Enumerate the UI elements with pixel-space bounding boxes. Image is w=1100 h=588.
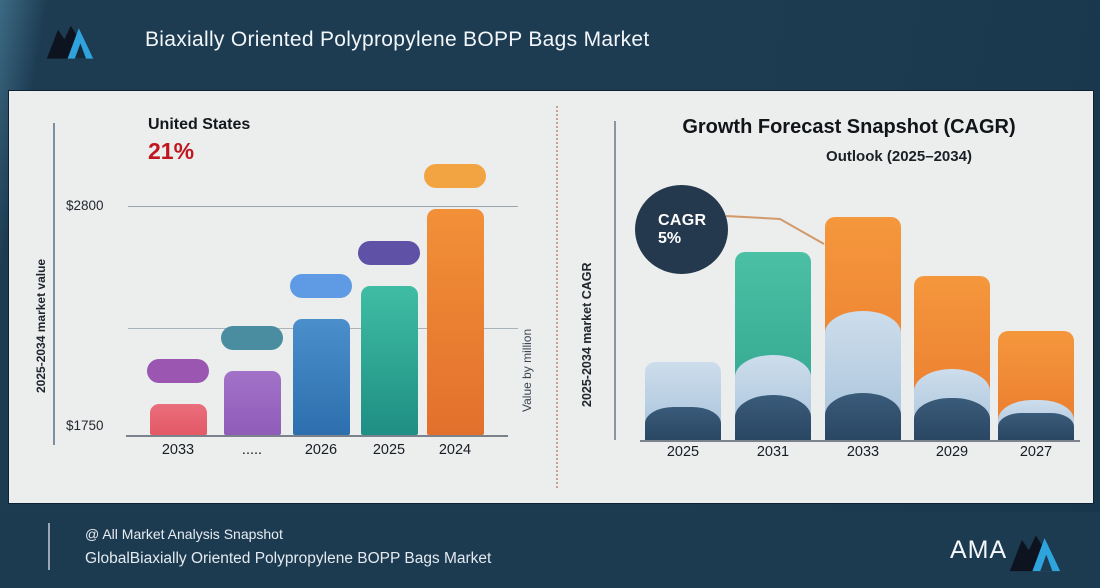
segment-navy [645, 407, 721, 440]
stacked-bar-2033 [825, 217, 901, 440]
segment-navy [998, 413, 1074, 440]
ama-logo-icon [1009, 535, 1061, 572]
right-y-axis-label: 2025-2034 market CAGR [580, 262, 594, 408]
bar-2026 [292, 319, 350, 435]
bar-cap-2024 [424, 164, 486, 188]
y-tick-2800: $2800 [66, 198, 104, 213]
footer-brand-text: AMA [950, 536, 1008, 564]
bar-cap-..... [221, 326, 283, 350]
x-label-2027: 2027 [1019, 444, 1053, 460]
x-label-2024: 2024 [438, 442, 472, 458]
header: Biaxially Oriented Polypropylene BOPP Ba… [0, 0, 1100, 88]
x-label-2033: 2033 [161, 442, 195, 458]
segment-navy [825, 393, 901, 440]
bar-2024 [426, 209, 484, 435]
left-y-axis-line [53, 123, 55, 445]
segment-navy [914, 398, 990, 440]
segment-navy [735, 395, 811, 440]
cagr-badge: CAGR 5% [635, 185, 728, 274]
bar-cap-2025 [358, 241, 420, 265]
left-chart-panel: 2025-2034 market value United States 21%… [8, 90, 556, 504]
right-chart-subtitle: Outlook (2025–2034) [826, 148, 972, 165]
bar-2025 [360, 286, 418, 435]
x-label-2025: 2025 [372, 442, 406, 458]
x-label-2029: 2029 [935, 444, 969, 460]
bar-cap-2026 [290, 274, 352, 298]
footer-subtitle: GlobalBiaxially Oriented Polypropylene B… [85, 550, 492, 567]
stacked-bar-2025 [645, 362, 721, 440]
cagr-badge-label: CAGR [658, 211, 707, 229]
left-right-side-label: Value by million [520, 328, 534, 412]
right-y-axis-line [614, 121, 616, 440]
stacked-bar-2031 [735, 252, 811, 440]
cagr-badge-value: 5% [658, 229, 682, 247]
left-x-axis-line [126, 435, 508, 437]
x-label-2025: 2025 [666, 444, 700, 460]
right-chart-title: Growth Forecast Snapshot (CAGR) [682, 116, 1016, 138]
right-x-axis-line [640, 440, 1080, 442]
left-y-axis-label: 2025-2034 market value [34, 258, 48, 394]
right-chart-panel: 2025-2034 market CAGR Growth Forecast Sn… [564, 90, 1094, 504]
footer-credit: @ All Market Analysis Snapshot [85, 526, 283, 542]
y-tick-1750: $1750 [66, 418, 104, 433]
panel-divider [556, 106, 558, 488]
bar-cap-2033 [147, 359, 209, 383]
gridline-2800 [128, 206, 518, 207]
x-label-2026: 2026 [304, 442, 338, 458]
stacked-bar-2029 [914, 276, 990, 440]
ama-logo-icon [46, 25, 94, 59]
x-label-2031: 2031 [756, 444, 790, 460]
footer-divider-rule [48, 523, 50, 570]
bar-2033 [149, 404, 207, 435]
footer: @ All Market Analysis Snapshot GlobalBia… [0, 512, 1100, 588]
bar-..... [223, 371, 281, 435]
stacked-bar-2027 [998, 331, 1074, 440]
left-chart-highlight-value: 21% [148, 138, 195, 164]
x-label-2033: 2033 [846, 444, 880, 460]
left-chart-title: United States [148, 116, 251, 133]
x-label-.....: ..... [241, 442, 263, 458]
page-title: Biaxially Oriented Polypropylene BOPP Ba… [145, 28, 650, 51]
charts-card: 2025-2034 market value United States 21%… [8, 90, 1094, 504]
